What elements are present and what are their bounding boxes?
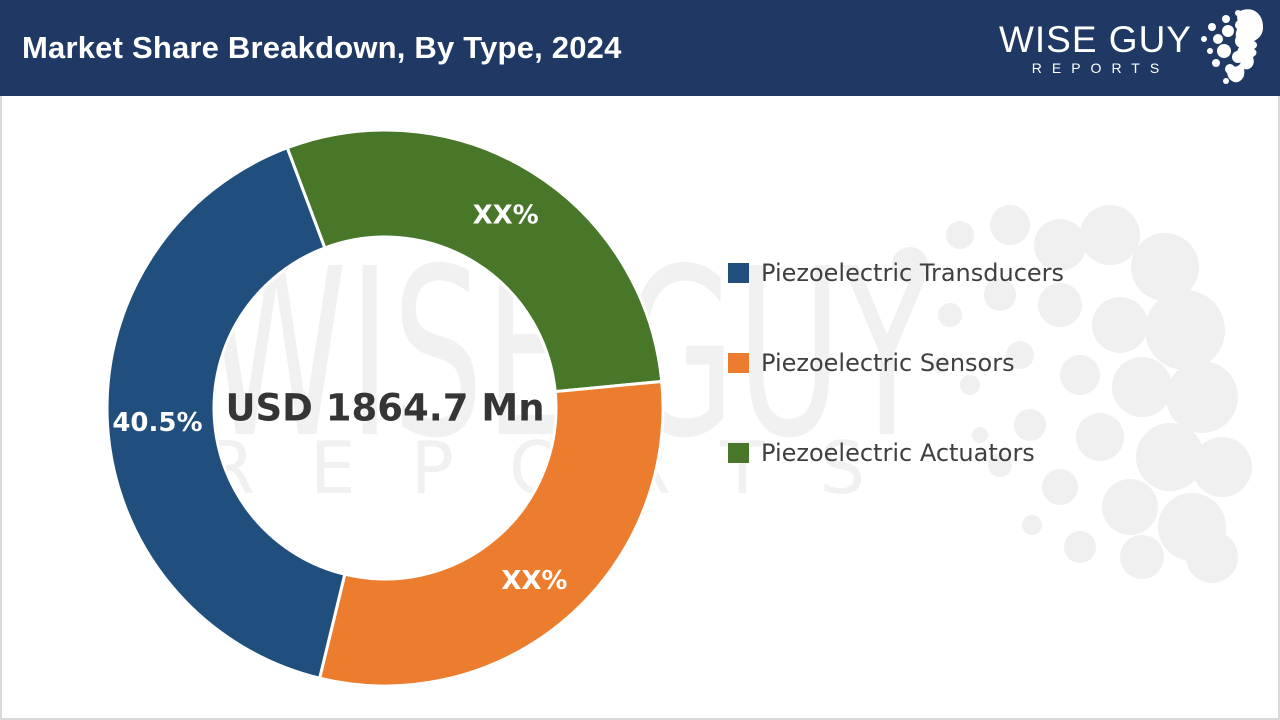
legend-swatch-icon — [728, 263, 749, 283]
legend-label: Piezoelectric Sensors — [761, 349, 1015, 377]
legend-swatch-icon — [728, 353, 749, 373]
legend-item-piezoelectric-transducers: Piezoelectric Transducers — [728, 259, 1065, 287]
logo-subtitle: REPORTS — [1031, 60, 1170, 76]
logo-wordmark: WISE GUY — [998, 19, 1192, 60]
legend-swatch-icon — [728, 443, 749, 463]
legend-label: Piezoelectric Actuators — [761, 439, 1035, 467]
donut-segment-piezoelectric-sensors — [318, 379, 665, 688]
logo-text: WISE GUY REPORTS — [999, 21, 1192, 75]
slice-label-piezoelectric-actuators: XX% — [473, 201, 539, 231]
donut-chart: XX% XX% 40.5% — [105, 128, 665, 688]
wise-guy-logo: WISE GUY REPORTS — [999, 5, 1280, 91]
legend: Piezoelectric Transducers Piezoelectric S… — [728, 259, 1065, 467]
logo-face-icon — [1201, 9, 1264, 84]
page-title: Market Share Breakdown, By Type, 2024 — [22, 30, 622, 65]
slice-label-piezoelectric-transducers: 40.5% — [112, 408, 202, 438]
legend-item-piezoelectric-sensors: Piezoelectric Sensors — [728, 349, 1064, 377]
legend-label: Piezoelectric Transducers — [761, 259, 1065, 287]
header-bar: Market Share Breakdown, By Type, 2024 WI… — [0, 0, 1280, 96]
donut-segment-piezoelectric-actuators — [285, 128, 664, 394]
donut-segment-piezoelectric-transducers — [105, 146, 347, 680]
legend-item-piezoelectric-actuators: Piezoelectric Actuators — [728, 439, 1064, 467]
donut-center-value: USD 1864.7 Mn — [225, 386, 545, 430]
slice-label-piezoelectric-sensors: XX% — [501, 566, 567, 596]
